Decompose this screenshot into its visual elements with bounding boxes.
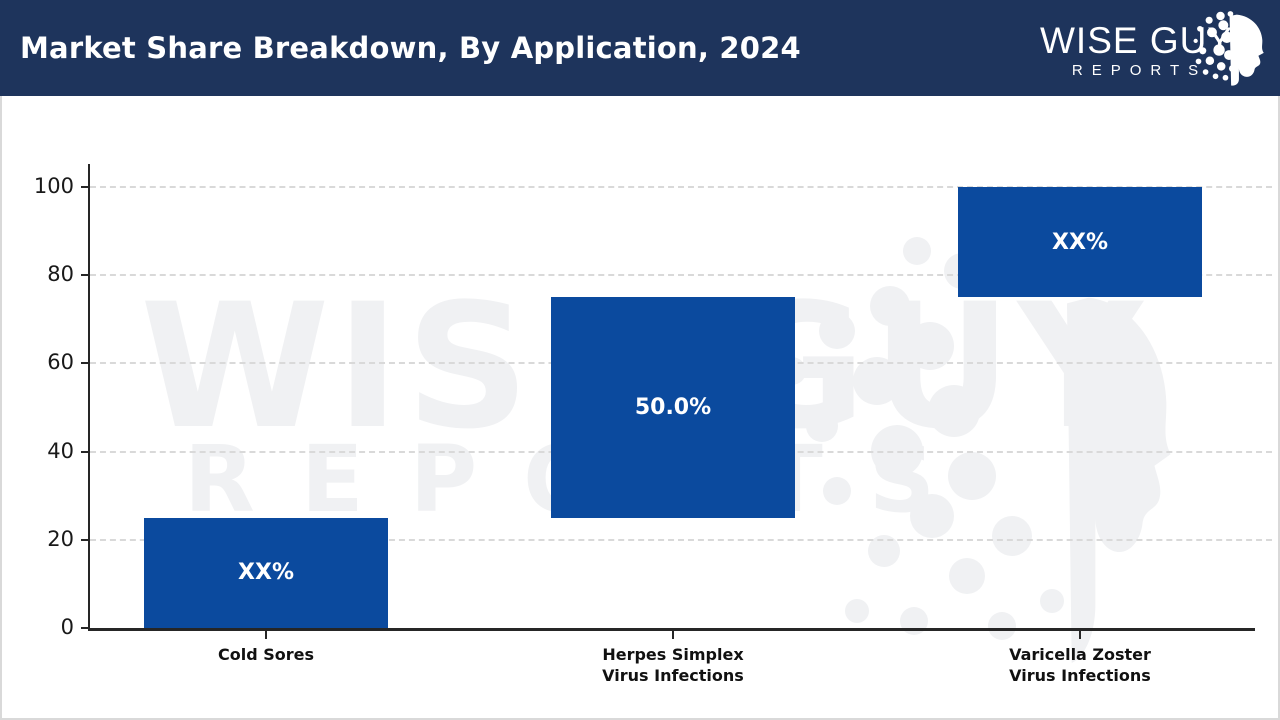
bar-segment: XX%: [958, 187, 1202, 298]
y-axis-tick-label: 40: [47, 438, 74, 463]
page-title: Market Share Breakdown, By Application, …: [20, 31, 801, 65]
x-axis-category-label: Herpes Simplex Virus Infections: [602, 645, 744, 685]
x-axis-category-label: Cold Sores: [217, 645, 315, 664]
brand-subtitle: REPORTS: [1071, 62, 1208, 79]
header-bar: Market Share Breakdown, By Application, …: [0, 0, 1280, 96]
y-axis-tick-label: 0: [60, 615, 74, 639]
y-axis-line: [88, 164, 90, 631]
face-profile-icon: [1193, 11, 1264, 86]
x-axis-category-label: Varicella Zoster Virus Infections: [1009, 645, 1151, 685]
bar-value-label: 50.0%: [634, 395, 712, 420]
y-axis-tick: [81, 274, 89, 277]
x-axis-line: [88, 628, 1255, 631]
y-axis-tick: [81, 538, 89, 541]
y-axis-tick-label: 80: [47, 262, 74, 287]
grid-line: [90, 538, 1272, 541]
grid-line: [90, 186, 1272, 188]
bar-segment: XX%: [144, 517, 388, 628]
x-axis-tick: [672, 631, 674, 639]
bar-value-label: XX%: [1052, 229, 1108, 255]
x-axis-tick: [265, 631, 267, 639]
y-axis-tick: [81, 186, 89, 188]
bar-segment: 50.0%: [551, 297, 795, 518]
x-axis-tick: [1079, 631, 1081, 639]
y-axis-tick: [81, 627, 89, 629]
y-axis-tick: [81, 362, 89, 365]
y-axis-tick-label: 60: [47, 350, 74, 375]
brand-logo: WISE GUY REPORTS: [1010, 0, 1270, 96]
bar-value-label: XX%: [238, 560, 294, 586]
y-axis-tick-label: 20: [47, 526, 74, 551]
y-axis-tick: [81, 450, 89, 453]
y-axis-tick-label: 100: [33, 174, 74, 198]
grid-line: [90, 274, 1272, 277]
